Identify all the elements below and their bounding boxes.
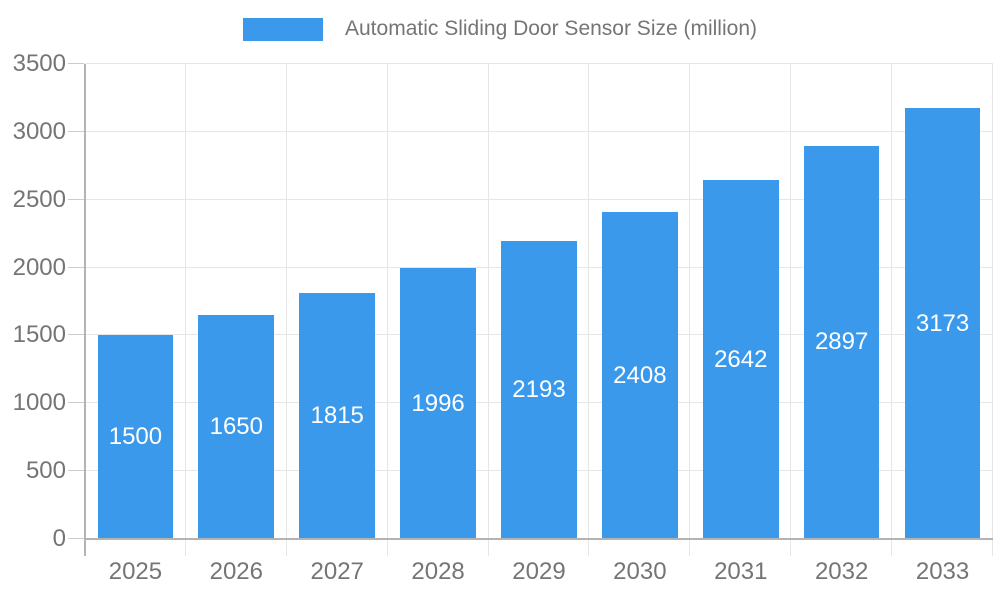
bar-2031[interactable]: 2642 <box>702 180 779 539</box>
y-axis-tick <box>68 198 84 200</box>
x-axis-baseline <box>85 538 993 540</box>
y-tick-label: 500 <box>25 457 66 485</box>
y-axis-tick <box>68 470 84 472</box>
chart-legend: Automatic Sliding Door Sensor Size (mill… <box>0 17 1000 41</box>
bar-2029[interactable]: 2193 <box>501 241 577 539</box>
v-gridline <box>891 64 893 556</box>
y-axis-tick <box>68 334 84 336</box>
legend-series-label: Automatic Sliding Door Sensor Size (mill… <box>345 17 757 40</box>
h-gridline <box>85 198 993 200</box>
bar-value-label: 2897 <box>814 328 869 356</box>
y-tick-label: 1500 <box>12 321 66 349</box>
bar-slot: 2642 <box>690 64 791 539</box>
x-tick-label: 2030 <box>613 558 667 585</box>
bar-slot: 2193 <box>489 64 590 539</box>
y-tick-label: 1000 <box>12 389 66 417</box>
x-tick-label: 2028 <box>411 558 465 585</box>
bar-slot: 1650 <box>186 64 287 539</box>
bar-value-label: 2408 <box>613 361 667 389</box>
bar-value-label: 1996 <box>411 389 465 417</box>
bar-slot: 2408 <box>589 64 690 539</box>
y-axis-tick <box>68 130 84 132</box>
bar-2033[interactable]: 3173 <box>904 108 981 539</box>
bar-2025[interactable]: 1500 <box>97 335 174 539</box>
y-axis-tick <box>68 538 84 539</box>
v-gridline <box>386 64 388 556</box>
bar-2026[interactable]: 1650 <box>198 315 275 539</box>
bar-slot: 2897 <box>791 64 892 539</box>
y-axis-tick <box>68 63 84 64</box>
bar-value-label: 1815 <box>310 401 364 429</box>
y-axis-tick <box>68 266 84 268</box>
y-axis-line <box>84 64 86 556</box>
bar-2030[interactable]: 2408 <box>602 212 678 539</box>
bar-2027[interactable]: 1815 <box>299 292 376 539</box>
bar-value-label: 2193 <box>512 376 566 404</box>
v-gridline <box>790 64 792 556</box>
x-tick-label: 2029 <box>512 558 566 585</box>
x-tick-label: 2027 <box>310 558 364 585</box>
bar-value-label: 3173 <box>915 309 970 337</box>
v-gridline <box>184 64 186 556</box>
x-tick-label: 2031 <box>714 558 768 585</box>
bar-value-label: 1650 <box>209 413 263 441</box>
v-gridline <box>992 64 993 556</box>
y-tick-label: 3500 <box>12 50 66 77</box>
y-axis-tick <box>68 402 84 404</box>
x-tick-label: 2032 <box>814 558 869 585</box>
bar-2032[interactable]: 2897 <box>803 145 880 539</box>
x-axis-labels: 2025 2026 2027 2028 2029 2030 2031 2032 2033 <box>85 558 993 588</box>
v-gridline <box>285 64 287 556</box>
v-gridline <box>689 64 691 556</box>
bar-2028[interactable]: 1996 <box>400 268 476 539</box>
legend-item[interactable]: Automatic Sliding Door Sensor Size (mill… <box>243 17 757 41</box>
h-gridline <box>85 63 993 64</box>
bar-slot: 3173 <box>892 64 993 539</box>
h-gridline <box>85 130 993 132</box>
bar-slot: 1996 <box>388 64 489 539</box>
bar-value-label: 1500 <box>108 423 163 451</box>
y-tick-label: 2500 <box>12 185 66 213</box>
v-gridline <box>588 64 590 556</box>
plot-area: 1500 1650 1815 1996 2193 2408 2642 2897 3173 <box>68 63 993 556</box>
bar-slot: 1815 <box>287 64 388 539</box>
x-tick-label: 2033 <box>915 558 970 585</box>
y-tick-label: 2000 <box>12 253 66 281</box>
bar-value-label: 2642 <box>714 345 768 373</box>
legend-color-swatch <box>243 17 323 41</box>
y-tick-label: 3000 <box>12 117 66 145</box>
x-tick-label: 2026 <box>209 558 263 585</box>
bar-slot: 1500 <box>85 64 186 539</box>
x-tick-label: 2025 <box>108 558 163 585</box>
y-axis-labels: 0 500 1000 1500 2000 2500 3000 3500 <box>0 50 66 552</box>
v-gridline <box>487 64 489 556</box>
y-tick-label: 0 <box>52 525 66 552</box>
